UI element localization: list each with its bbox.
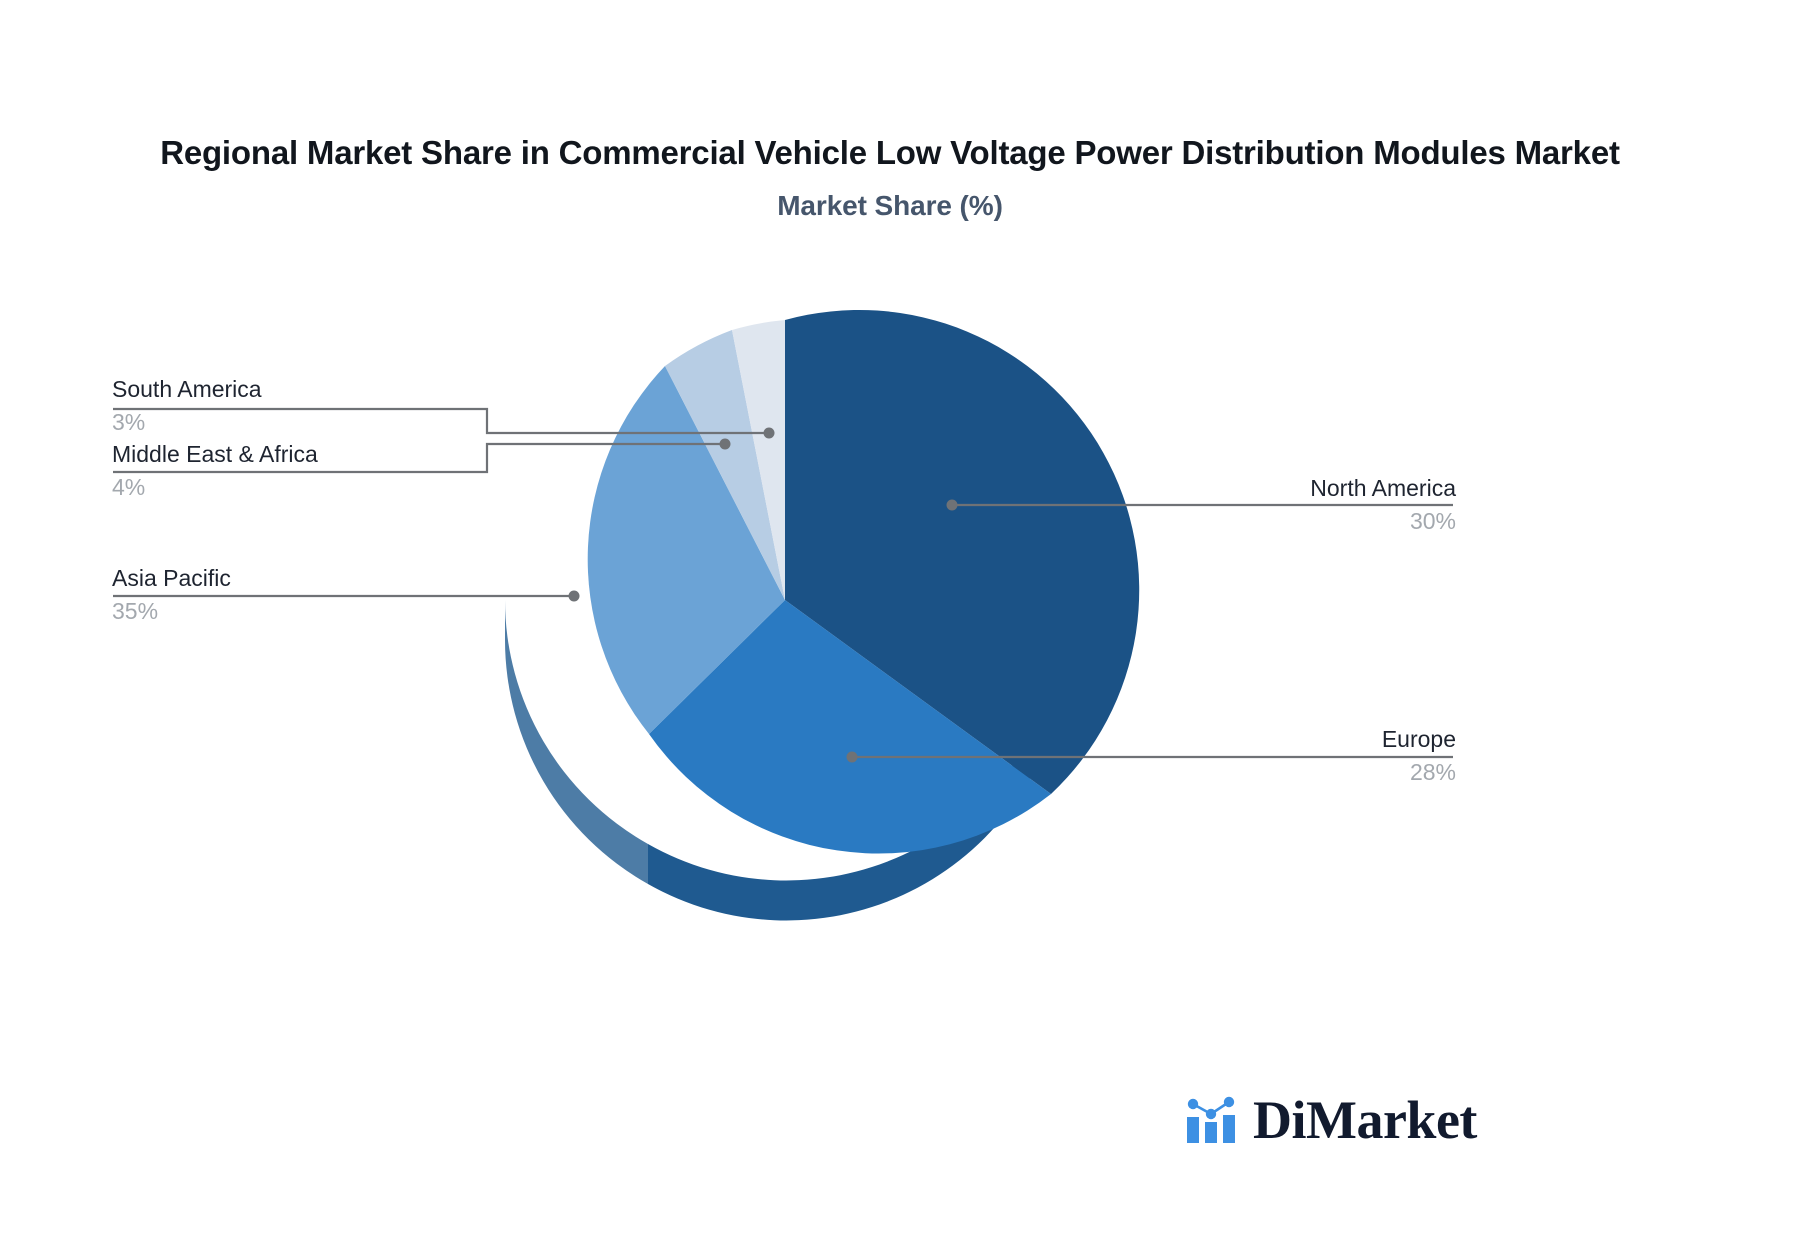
callout-north-america: North America 30% (1114, 472, 1456, 537)
pie-slice-middle-east-africa (665, 330, 785, 600)
leader-dot-north-america (946, 499, 958, 511)
brand-logo: DiMarket (1185, 1093, 1477, 1147)
brand-wordmark: DiMarket (1253, 1090, 1477, 1150)
leader-dot-europe (846, 751, 858, 763)
callout-label-south-america: South America (112, 376, 262, 402)
pie-slice-south-america (732, 320, 785, 600)
pie-slice-asia-pacific (587, 366, 785, 734)
pie-slices (587, 309, 1140, 854)
leader-lines (113, 407, 1453, 763)
pie-slice-europe (649, 600, 1051, 854)
leader-dot-middle-east-africa (719, 438, 731, 450)
leader-dot-south-america (763, 427, 775, 439)
callout-middle-east-africa: Middle East & Africa 4% (112, 438, 452, 503)
callout-label-north-america: North America (1310, 475, 1456, 501)
callout-asia-pacific: Asia Pacific 35% (112, 562, 452, 627)
callout-label-europe: Europe (1381, 726, 1456, 752)
chart-title: Regional Market Share in Commercial Vehi… (160, 134, 1620, 171)
callout-value-north-america: 30% (1409, 507, 1456, 534)
leader-dot-asia-pacific (568, 590, 580, 602)
callout-south-america: South America 3% (112, 373, 452, 438)
callout-value-south-america: 3% (112, 408, 146, 435)
leader-line-south-america (113, 407, 769, 435)
leader-line-middle-east-africa (113, 442, 725, 474)
chart-subtitle: Market Share (%) (777, 189, 1003, 221)
callout-value-asia-pacific: 35% (112, 597, 159, 624)
pie-slice-north-america (785, 309, 1140, 794)
callout-label-asia-pacific: Asia Pacific (112, 565, 231, 591)
bar-chart-icon (1187, 1096, 1235, 1143)
callout-value-middle-east-africa: 4% (112, 473, 146, 500)
callout-value-europe: 28% (1409, 758, 1456, 785)
callout-label-middle-east-africa: Middle East & Africa (112, 441, 318, 467)
chart-header: Regional Market Share in Commercial Vehi… (150, 128, 1630, 222)
callout-europe: Europe 28% (1114, 723, 1456, 788)
